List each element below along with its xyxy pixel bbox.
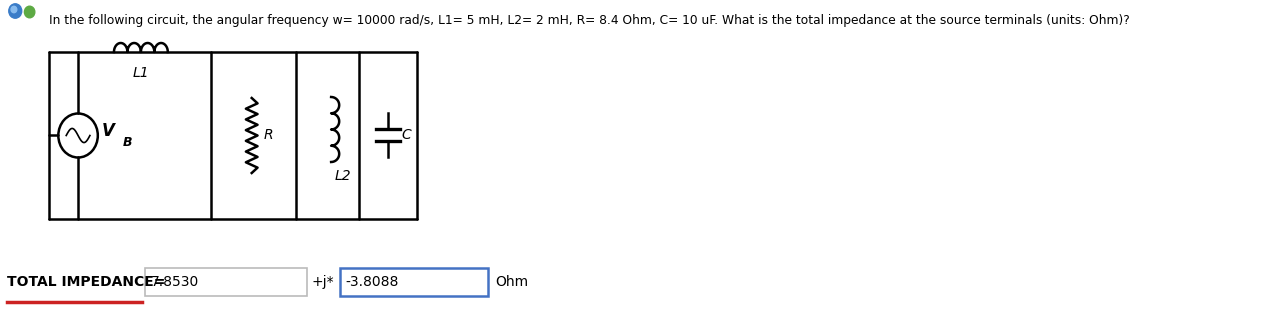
FancyBboxPatch shape: [340, 268, 488, 296]
Text: L2: L2: [334, 169, 351, 183]
Text: C: C: [402, 129, 411, 143]
Circle shape: [9, 4, 22, 18]
Text: 7.8530: 7.8530: [151, 275, 198, 289]
FancyBboxPatch shape: [146, 268, 307, 296]
Text: V: V: [101, 122, 114, 141]
Text: L1: L1: [133, 66, 150, 80]
Circle shape: [12, 6, 17, 13]
Circle shape: [24, 6, 35, 18]
Text: In the following circuit, the angular frequency w= 10000 rad/s, L1= 5 mH, L2= 2 : In the following circuit, the angular fr…: [50, 14, 1130, 27]
Text: Ohm: Ohm: [495, 275, 529, 289]
Text: +j*: +j*: [311, 275, 334, 289]
Text: B: B: [123, 136, 132, 149]
Text: TOTAL IMPEDANCE=: TOTAL IMPEDANCE=: [8, 275, 165, 289]
Text: -3.8088: -3.8088: [346, 275, 399, 289]
Text: R: R: [264, 129, 273, 143]
